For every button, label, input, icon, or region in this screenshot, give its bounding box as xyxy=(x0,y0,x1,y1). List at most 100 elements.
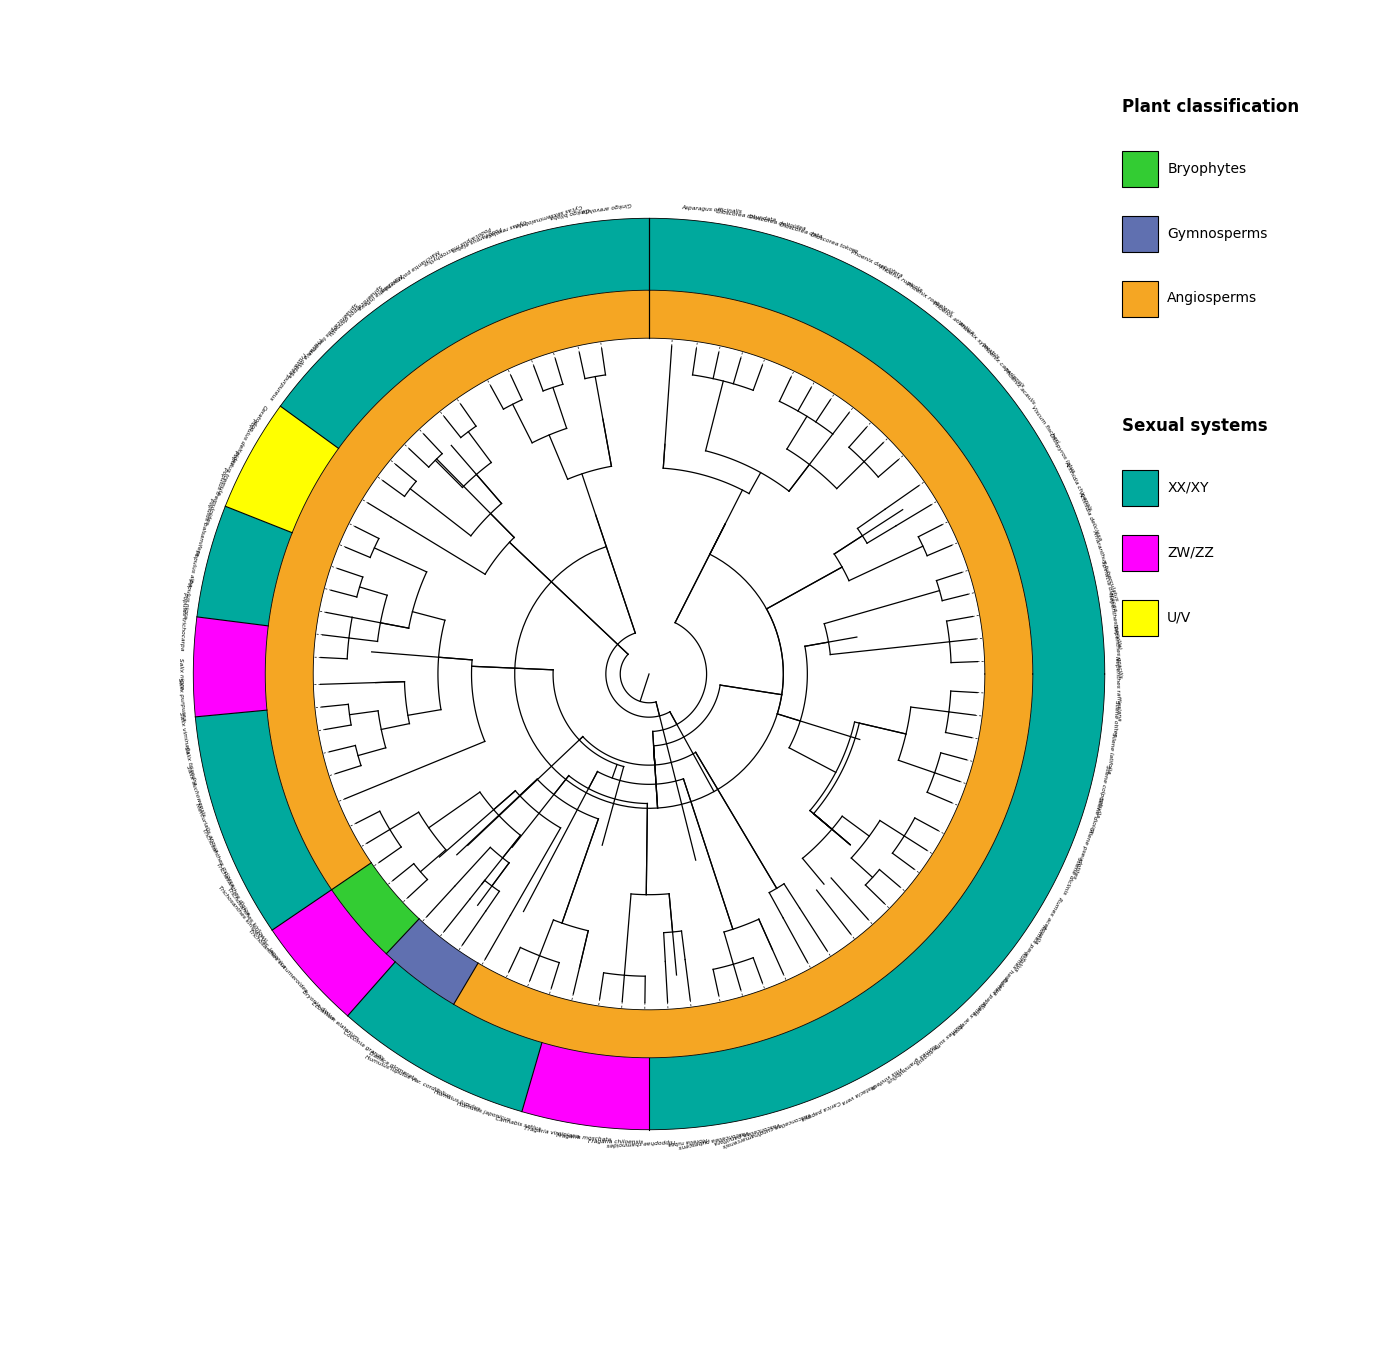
Polygon shape xyxy=(265,290,650,890)
Text: Populus trichocarpa: Populus trichocarpa xyxy=(180,592,187,651)
Polygon shape xyxy=(386,919,478,1004)
Text: Fragaria chiloensis: Fragaria chiloensis xyxy=(588,1139,643,1144)
Polygon shape xyxy=(521,1042,650,1130)
Text: Phoenix canariensis: Phoenix canariensis xyxy=(980,344,1025,388)
Text: Populus tremuloides: Populus tremuloides xyxy=(204,466,227,524)
Text: Plant classification: Plant classification xyxy=(1122,98,1299,116)
Text: Populus nigra: Populus nigra xyxy=(183,578,192,619)
Text: Rumex paucifolius: Rumex paucifolius xyxy=(1012,923,1046,972)
FancyBboxPatch shape xyxy=(1122,216,1157,252)
Text: ZW/ZZ: ZW/ZZ xyxy=(1167,546,1214,559)
Text: Morella rubra: Morella rubra xyxy=(668,1135,708,1146)
Text: Datisca glomerata: Datisca glomerata xyxy=(368,1050,417,1081)
Text: Cycas revoluta: Cycas revoluta xyxy=(484,218,527,239)
Text: Salix triandra: Salix triandra xyxy=(183,745,197,786)
Text: Asparagus officinalis: Asparagus officinalis xyxy=(682,205,742,214)
Polygon shape xyxy=(197,507,293,625)
Text: Sphaerocarpos texanus: Sphaerocarpos texanus xyxy=(307,302,357,356)
Text: Amaranthus tuberculatus: Amaranthus tuberculatus xyxy=(1092,528,1119,601)
Text: Marchantia polymorpha: Marchantia polymorpha xyxy=(379,248,441,293)
Text: Mercurialis annua: Mercurialis annua xyxy=(194,802,219,852)
Text: XX/XY: XX/XY xyxy=(1167,481,1209,495)
Text: Populus tremula: Populus tremula xyxy=(215,449,238,495)
Polygon shape xyxy=(453,290,1033,1058)
Text: Rumex suffruticosus: Rumex suffruticosus xyxy=(914,1020,962,1065)
Text: Humulus lupulus var. cordifolius: Humulus lupulus var. cordifolius xyxy=(364,1055,450,1100)
Polygon shape xyxy=(280,218,650,449)
Text: Trichosanthes ovigera: Trichosanthes ovigera xyxy=(201,828,234,887)
Text: Rumex hastulatus: Rumex hastulatus xyxy=(993,950,1027,996)
Text: Rumex acetosa: Rumex acetosa xyxy=(951,999,986,1035)
Text: Nepenthes gracilis: Nepenthes gracilis xyxy=(1111,624,1122,678)
Text: Marchantia inflexa: Marchantia inflexa xyxy=(357,272,401,310)
Text: Silene pseudotites: Silene pseudotites xyxy=(1071,826,1093,879)
Text: Phoenix dactylifera: Phoenix dactylifera xyxy=(850,249,903,279)
Text: Gymnosperms: Gymnosperms xyxy=(1167,226,1267,240)
Polygon shape xyxy=(650,218,1105,1130)
Text: Spinacia oleracea: Spinacia oleracea xyxy=(1100,559,1118,612)
Text: Silene colpophylla: Silene colpophylla xyxy=(1096,764,1111,818)
Text: Populus alba: Populus alba xyxy=(187,549,199,586)
Text: Rumex acetosella: Rumex acetosella xyxy=(1033,895,1062,944)
Text: Populus deltoides: Populus deltoides xyxy=(229,417,256,465)
Text: Frullania dilatata: Frullania dilatata xyxy=(287,336,322,377)
Text: Salix viminalis: Salix viminalis xyxy=(178,710,191,754)
Text: Phoenix sylvestris: Phoenix sylvestris xyxy=(956,321,999,360)
Text: Salix nigra: Salix nigra xyxy=(178,658,184,689)
Text: Angiosperms: Angiosperms xyxy=(1167,291,1257,306)
FancyBboxPatch shape xyxy=(1122,535,1157,570)
Text: Salix purpurea: Salix purpurea xyxy=(177,678,187,721)
Text: Populus balsamifera: Populus balsamifera xyxy=(194,496,215,555)
Text: Viscum fischeri: Viscum fischeri xyxy=(1030,404,1061,445)
Text: Fragaria moschata: Fragaria moschata xyxy=(556,1134,611,1143)
Polygon shape xyxy=(194,617,268,717)
Text: Hippophae rhamnoides: Hippophae rhamnoides xyxy=(606,1139,676,1147)
Text: Phoenix acaulis: Phoenix acaulis xyxy=(1002,368,1036,406)
Text: Phoenix roebelenii: Phoenix roebelenii xyxy=(906,282,953,315)
Text: Rumex graminifolius: Rumex graminifolius xyxy=(887,1042,937,1082)
Text: U/V: U/V xyxy=(1167,611,1192,624)
Text: Salix suchowensis: Salix suchowensis xyxy=(185,764,206,817)
Text: Trichosanthes dioica: Trichosanthes dioica xyxy=(215,861,250,915)
Text: Bryonia dioica: Bryonia dioica xyxy=(301,989,335,1020)
Text: Cycas sexseminalobata: Cycas sexseminalobata xyxy=(514,204,583,228)
Text: Frullania purpureus: Frullania purpureus xyxy=(269,352,307,400)
Text: Silene otites: Silene otites xyxy=(1111,701,1118,737)
Text: Diospyros lotus: Diospyros lotus xyxy=(1048,433,1076,473)
Text: Podocarpus elatus: Podocarpus elatus xyxy=(452,225,503,252)
Text: Coccinia grandis: Coccinia grandis xyxy=(343,1030,385,1061)
Text: Silene dioica: Silene dioica xyxy=(1089,795,1103,833)
Text: Cannabis sativa: Cannabis sativa xyxy=(495,1116,542,1131)
Text: Vitis vinifera: Vitis vinifera xyxy=(870,1065,903,1089)
Polygon shape xyxy=(226,406,339,532)
Text: Ginkgo biloba: Ginkgo biloba xyxy=(549,206,590,220)
Text: Actinidia chinensis: Actinidia chinensis xyxy=(1064,461,1093,512)
Text: Ecballium elaterium: Ecballium elaterium xyxy=(309,1002,360,1042)
Text: Ginkgo arevoluta: Ginkgo arevoluta xyxy=(581,201,631,213)
Polygon shape xyxy=(332,863,420,954)
Text: Bryophytes: Bryophytes xyxy=(1167,162,1246,175)
Text: Humulus lupulus: Humulus lupulus xyxy=(434,1089,481,1112)
Text: Dioscorea rotundata: Dioscorea rotundata xyxy=(717,209,776,222)
Text: Vasconcellea pubescens: Vasconcellea pubescens xyxy=(677,1128,749,1148)
Text: Podocarpus macrophyllus: Podocarpus macrophyllus xyxy=(422,225,491,267)
Text: Vasconcellea cundinamarcensis: Vasconcellea cundinamarcensis xyxy=(722,1111,811,1147)
Text: Fragaria virginiana: Fragaria virginiana xyxy=(524,1126,579,1139)
Text: Nepenthes pervillei: Nepenthes pervillei xyxy=(1107,592,1122,648)
Text: Sexual systems: Sexual systems xyxy=(1122,418,1267,435)
Text: Trichosanthes kirilowii var. japonica: Trichosanthes kirilowii var. japonica xyxy=(217,884,287,969)
Text: Phoenix atlantica: Phoenix atlantica xyxy=(931,301,976,336)
Text: Dioscorea deltoidea: Dioscorea deltoidea xyxy=(747,214,806,232)
Polygon shape xyxy=(272,890,396,1016)
Text: Vasconcellea parviflora: Vasconcellea parviflora xyxy=(714,1120,781,1144)
FancyBboxPatch shape xyxy=(1122,280,1157,317)
Text: Trichosanthes cucumeroides: Trichosanthes cucumeroides xyxy=(247,929,308,993)
Text: Dioscorea data: Dioscorea data xyxy=(779,222,822,240)
Text: Silene diclinis: Silene diclinis xyxy=(1061,856,1082,895)
FancyBboxPatch shape xyxy=(1122,151,1157,187)
Text: Dioscorea tokoro: Dioscorea tokoro xyxy=(810,233,859,255)
Text: Pistacia vera: Pistacia vera xyxy=(841,1081,875,1104)
Text: Sphaerocarpos donnellii: Sphaerocarpos donnellii xyxy=(328,283,382,334)
Text: Silene latifolia: Silene latifolia xyxy=(1105,732,1115,774)
FancyBboxPatch shape xyxy=(1122,470,1157,506)
